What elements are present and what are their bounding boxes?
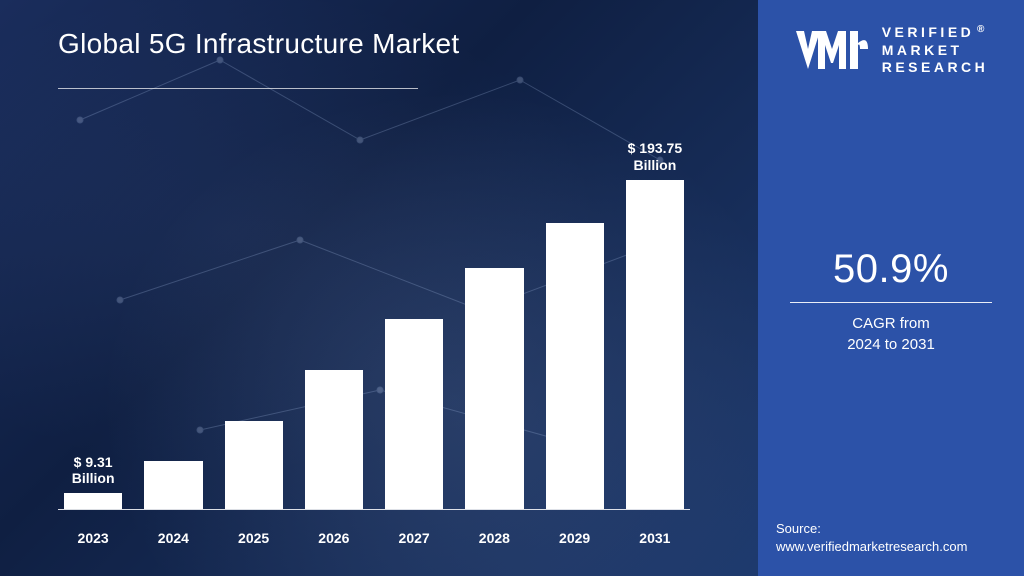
cagr-block: 50.9% CAGR from 2024 to 2031 — [776, 247, 1006, 357]
bars-container: $ 9.31Billion$ 193.75Billion — [58, 150, 690, 510]
title-underline — [58, 88, 418, 89]
bar-value-label: $ 193.75Billion — [628, 140, 683, 174]
brand-line: VERIFIED — [882, 24, 975, 40]
brand-logo: VERIFIED ® MARKET RESEARCH — [776, 24, 1006, 77]
bar-col: $ 9.31Billion — [64, 454, 122, 509]
sidebar-panel: VERIFIED ® MARKET RESEARCH 50.9% CAGR fr… — [758, 0, 1024, 576]
source-url: www.verifiedmarketresearch.com — [776, 538, 1006, 556]
bar-col — [305, 370, 363, 509]
bar — [385, 319, 443, 509]
bar — [465, 268, 523, 509]
x-tick-label: 2026 — [305, 530, 363, 546]
cagr-percent: 50.9% — [790, 247, 992, 292]
x-tick-label: 2028 — [465, 530, 523, 546]
source-block: Source: www.verifiedmarketresearch.com — [776, 520, 1006, 556]
cagr-divider — [790, 302, 992, 303]
bar-chart: $ 9.31Billion$ 193.75Billion 20232024202… — [58, 107, 720, 546]
x-tick-label: 2024 — [144, 530, 202, 546]
brand-line: MARKET — [882, 42, 963, 58]
bar — [225, 421, 283, 509]
cagr-sub-line: CAGR from — [852, 315, 930, 332]
bar — [305, 370, 363, 509]
brand-text: VERIFIED ® MARKET RESEARCH — [882, 24, 989, 77]
x-tick-label: 2023 — [64, 530, 122, 546]
vmr-logo-icon — [794, 25, 872, 75]
chart-panel: Global 5G Infrastructure Market $ 9.31Bi… — [0, 0, 758, 576]
bar — [144, 461, 202, 509]
x-tick-label: 2027 — [385, 530, 443, 546]
bar-col — [144, 461, 202, 509]
bar-col — [225, 421, 283, 509]
x-tick-label: 2029 — [546, 530, 604, 546]
registered-icon: ® — [974, 24, 984, 35]
bar-col — [546, 223, 604, 509]
bar — [64, 493, 122, 509]
x-tick-label: 2031 — [626, 530, 684, 546]
x-axis-labels: 2023 2024 2025 2026 2027 2028 2029 2031 — [58, 530, 690, 546]
bar — [546, 223, 604, 509]
bar-col — [385, 319, 443, 509]
brand-line: RESEARCH — [882, 59, 989, 75]
cagr-subtitle: CAGR from 2024 to 2031 — [790, 313, 992, 357]
bar — [626, 180, 684, 509]
source-label: Source: — [776, 520, 1006, 538]
chart-title: Global 5G Infrastructure Market — [58, 28, 720, 60]
bar-col — [465, 268, 523, 509]
bar-col: $ 193.75Billion — [626, 140, 684, 509]
x-tick-label: 2025 — [225, 530, 283, 546]
bar-value-label: $ 9.31Billion — [72, 454, 115, 488]
cagr-sub-line: 2024 to 2031 — [847, 336, 935, 353]
